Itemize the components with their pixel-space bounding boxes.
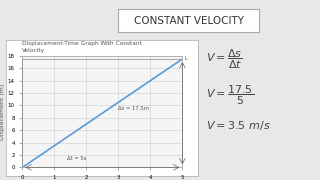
Y-axis label: Displacement (m): Displacement (m) bbox=[0, 84, 5, 140]
Text: L: L bbox=[184, 56, 187, 61]
Text: Displacement-Time Graph With Constant
Velocity: Displacement-Time Graph With Constant Ve… bbox=[22, 41, 142, 53]
Text: Δt = 5s: Δt = 5s bbox=[67, 156, 87, 161]
Text: $\mathit{V} = 3.5 \ m/s$: $\mathit{V} = 3.5 \ m/s$ bbox=[206, 120, 271, 132]
Text: $V = \dfrac{17.5}{5}$: $V = \dfrac{17.5}{5}$ bbox=[206, 84, 254, 107]
Text: CONSTANT VELOCITY: CONSTANT VELOCITY bbox=[134, 16, 244, 26]
Text: $V = \dfrac{\Delta s}{\Delta t}$: $V = \dfrac{\Delta s}{\Delta t}$ bbox=[206, 48, 243, 71]
Text: Δs = 17.5m: Δs = 17.5m bbox=[118, 106, 149, 111]
